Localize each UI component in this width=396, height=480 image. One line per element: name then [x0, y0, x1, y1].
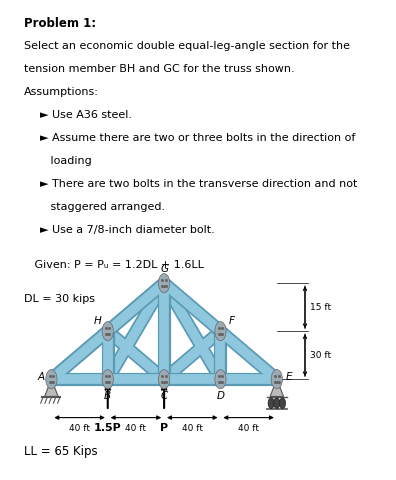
Text: C: C	[160, 391, 168, 401]
Circle shape	[271, 370, 282, 389]
Polygon shape	[270, 379, 284, 396]
Circle shape	[158, 274, 170, 293]
Text: 15 ft: 15 ft	[310, 303, 331, 312]
Text: 30 ft: 30 ft	[310, 351, 331, 360]
Text: tension member BH and GC for the truss shown.: tension member BH and GC for the truss s…	[24, 64, 294, 74]
Circle shape	[268, 398, 274, 408]
Text: DL = 30 kips: DL = 30 kips	[24, 294, 95, 304]
Text: LL = 65 Kips: LL = 65 Kips	[24, 445, 97, 458]
Text: ► Use a 7/8-inch diameter bolt.: ► Use a 7/8-inch diameter bolt.	[40, 225, 214, 235]
Text: 40 ft: 40 ft	[182, 424, 203, 433]
Circle shape	[102, 322, 113, 341]
Text: 40 ft: 40 ft	[126, 424, 147, 433]
Circle shape	[46, 370, 57, 389]
Text: Problem 1:: Problem 1:	[24, 17, 96, 30]
Text: loading: loading	[40, 156, 91, 166]
Text: D: D	[217, 391, 225, 401]
Text: 40 ft: 40 ft	[238, 424, 259, 433]
Circle shape	[274, 398, 280, 408]
Text: B: B	[104, 391, 111, 401]
Text: F: F	[229, 316, 235, 326]
Text: Select an economic double equal-leg-angle section for the: Select an economic double equal-leg-angl…	[24, 41, 350, 51]
Polygon shape	[45, 379, 58, 396]
Text: 40 ft: 40 ft	[69, 424, 90, 433]
Circle shape	[215, 322, 226, 341]
Text: A: A	[38, 372, 45, 382]
Text: staggered arranged.: staggered arranged.	[40, 202, 165, 212]
Text: H: H	[93, 316, 101, 326]
Circle shape	[279, 398, 286, 408]
Text: G: G	[160, 264, 168, 274]
Circle shape	[158, 370, 170, 389]
Text: ► There are two bolts in the transverse direction and not: ► There are two bolts in the transverse …	[40, 179, 357, 189]
Text: ► Assume there are two or three bolts in the direction of: ► Assume there are two or three bolts in…	[40, 133, 355, 143]
Text: P: P	[160, 423, 168, 433]
Text: E: E	[285, 372, 292, 382]
Text: ► Use A36 steel.: ► Use A36 steel.	[40, 110, 131, 120]
Text: Assumptions:: Assumptions:	[24, 87, 99, 97]
Circle shape	[102, 370, 113, 389]
Circle shape	[215, 370, 226, 389]
Text: 1.5P: 1.5P	[94, 423, 122, 433]
Text: Given: P = Pᵤ = 1.2DL + 1.6LL: Given: P = Pᵤ = 1.2DL + 1.6LL	[24, 260, 204, 270]
